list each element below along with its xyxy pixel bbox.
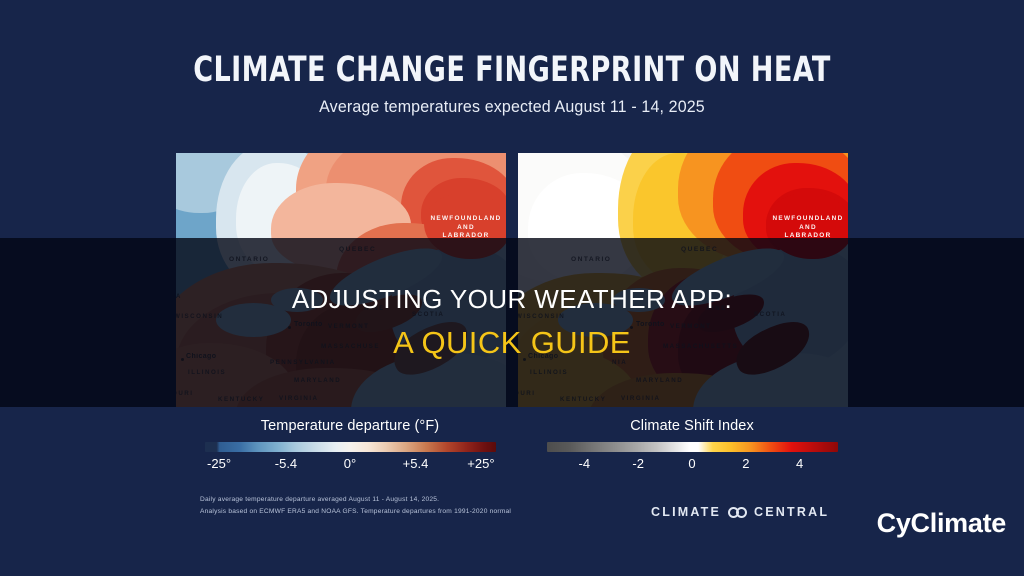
map-label-newfoundland: NEWFOUNDLAND AND LABRADOR	[430, 215, 502, 240]
tick-label: 2	[742, 456, 750, 471]
footnote-line-2: Analysis based on ECMWF ERA5 and NOAA GF…	[200, 507, 512, 515]
header: CLIMATE CHANGE FINGERPRINT ON HEAT Avera…	[0, 52, 1024, 117]
tick-label: 0	[688, 456, 696, 471]
infinity-rings-icon	[728, 506, 748, 518]
temperature-colorbar	[204, 442, 496, 452]
overlay-headline: ADJUSTING YOUR WEATHER APP: A QUICK GUID…	[0, 283, 1024, 362]
cyclimate-watermark: CyClimate	[876, 508, 1007, 538]
footnote: Daily average temperature departure aver…	[200, 494, 511, 517]
page-title: CLIMATE CHANGE FINGERPRINT ON HEAT	[193, 50, 831, 90]
tick-label: +5.4	[402, 456, 429, 471]
tick-label: 4	[796, 456, 804, 471]
overlay-line-1: ADJUSTING YOUR WEATHER APP:	[291, 284, 733, 314]
tick-label: -4	[578, 456, 591, 471]
csi-colorbar	[546, 442, 838, 452]
tick-label: -5.4	[274, 456, 298, 471]
csi-colorbar-ticks: -4 -2 0 2 4	[547, 456, 838, 474]
footnote-line-1: Daily average temperature departure aver…	[200, 496, 440, 503]
climate-shift-index-legend: Climate Shift Index -4 -2 0 2 4	[532, 418, 852, 474]
legend-title-temperature: Temperature departure (°F)	[260, 418, 440, 434]
tick-label: 0°	[343, 456, 357, 471]
tick-label: +25°	[467, 456, 495, 471]
map-label-newfoundland: NEWFOUNDLAND AND LABRADOR	[772, 215, 844, 240]
logo-text-central: CENTRAL	[754, 505, 830, 519]
overlay-line-2: A QUICK GUIDE	[393, 324, 631, 360]
logo-text-climate: CLIMATE	[651, 505, 722, 519]
dark-overlay-band	[0, 238, 1024, 407]
page-subtitle: Average temperatures expected August 11 …	[319, 97, 705, 116]
tick-label: -25°	[207, 456, 232, 471]
temperature-departure-legend: Temperature departure (°F) -25° -5.4 0° …	[190, 418, 510, 474]
temperature-colorbar-ticks: -25° -5.4 0° +5.4 +25°	[205, 456, 496, 474]
tick-label: -2	[632, 456, 644, 471]
climate-central-logo: CLIMATE CENTRAL	[651, 505, 829, 519]
legend-title-csi: Climate Shift Index	[630, 418, 754, 434]
